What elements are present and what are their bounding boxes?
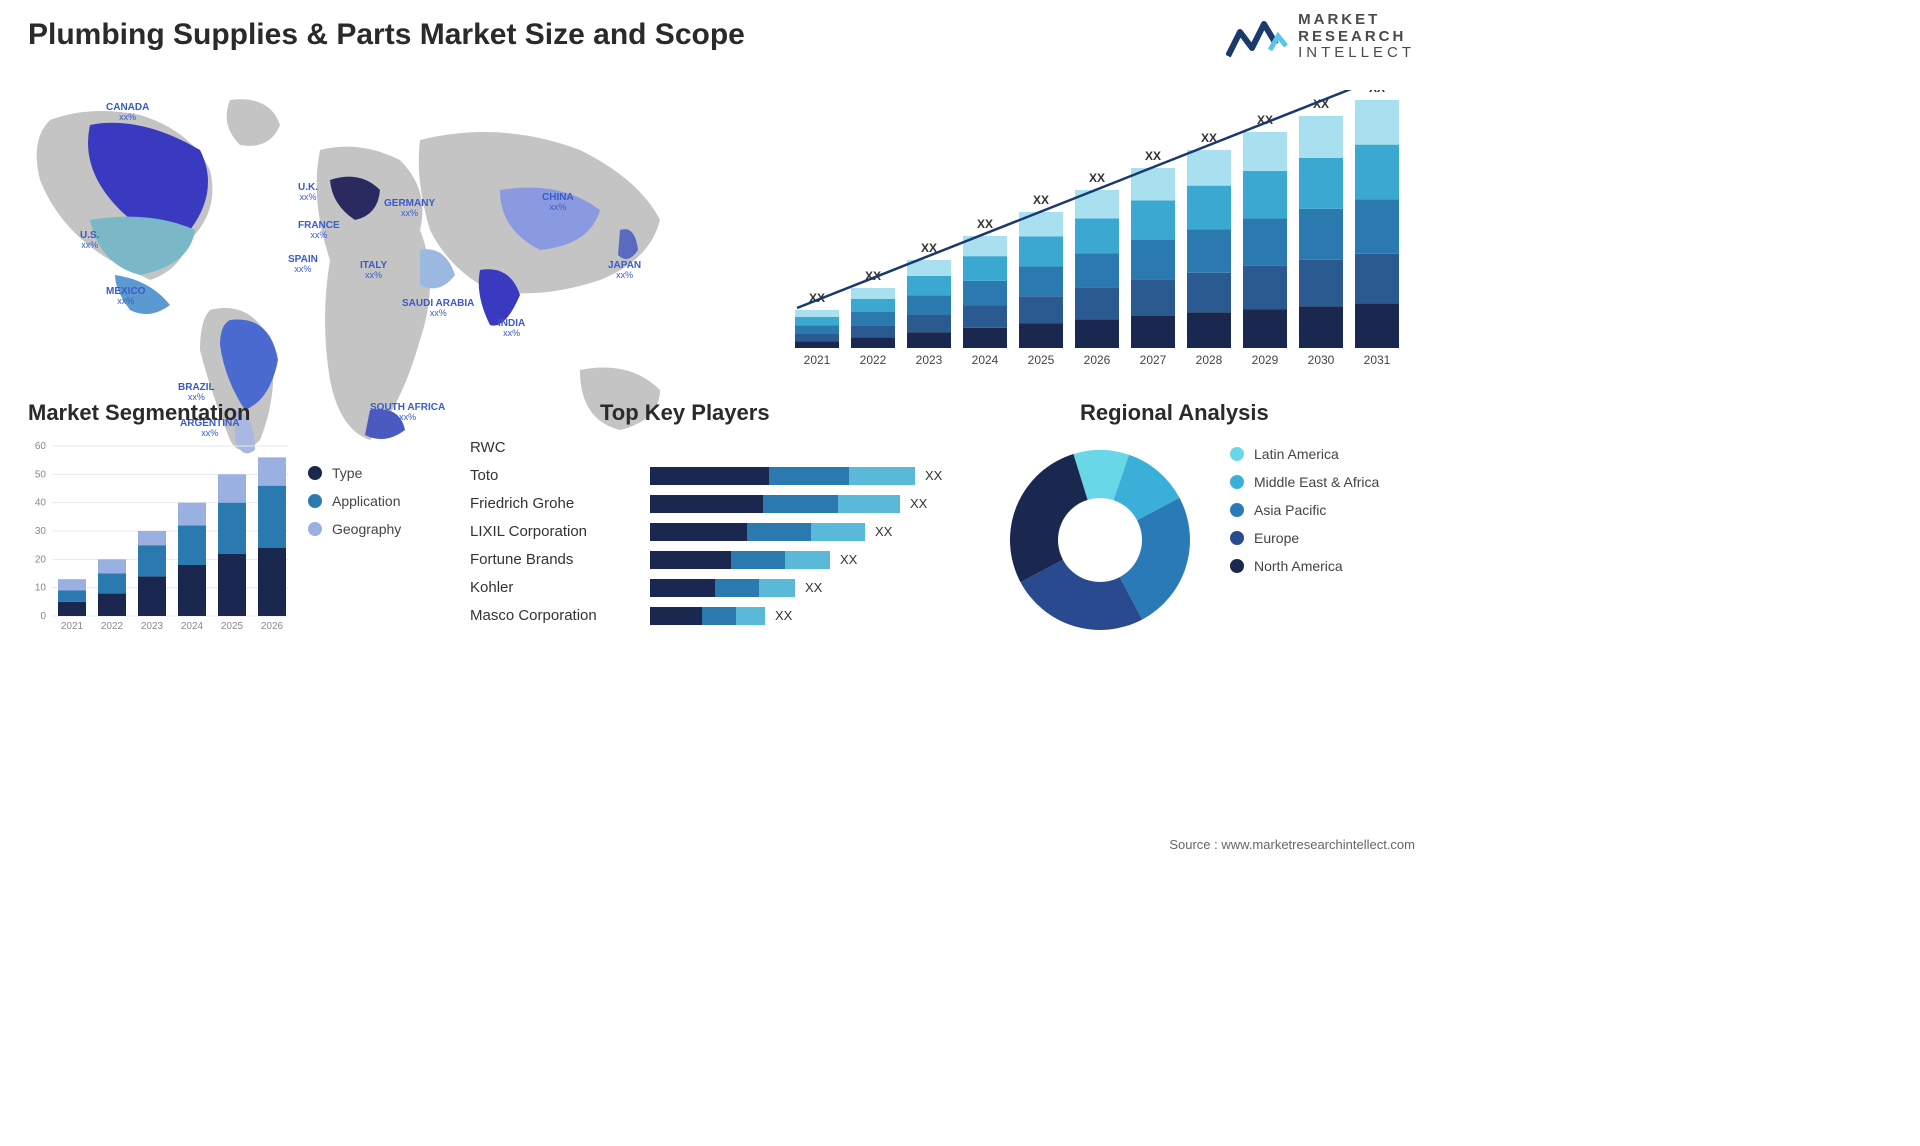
svg-text:30: 30 (35, 526, 47, 537)
legend-item: Middle East & Africa (1230, 474, 1379, 490)
players-panel: Top Key Players RWCTotoXXFriedrich Grohe… (470, 400, 980, 635)
growth-chart-panel: XX2021XX2022XX2023XX2024XX2025XX2026XX20… (785, 90, 1405, 370)
player-value: XX (925, 468, 942, 483)
svg-text:2025: 2025 (221, 621, 244, 632)
segmentation-title: Market Segmentation (28, 400, 251, 426)
players-title: Top Key Players (600, 400, 770, 426)
source-text: Source : www.marketresearchintellect.com (1169, 837, 1415, 852)
player-bar (650, 467, 915, 485)
map-label: JAPANxx% (608, 260, 641, 281)
player-value: XX (805, 580, 822, 595)
player-label: Friedrich Grohe (470, 495, 650, 512)
legend-item: North America (1230, 558, 1379, 574)
map-label: GERMANYxx% (384, 198, 435, 219)
map-label: INDIAxx% (498, 318, 525, 339)
segmentation-chart: 0 10 20 30 40 50 60 2021 2022 2023 2024 2025 2026 (28, 438, 288, 633)
svg-text:2026: 2026 (1084, 353, 1111, 367)
logo-line2: RESEARCH (1298, 29, 1415, 46)
svg-text:60: 60 (35, 441, 47, 452)
player-row: Fortune Brands XX (470, 546, 980, 573)
legend-item: Type (308, 465, 401, 481)
svg-text:2028: 2028 (1196, 353, 1223, 367)
player-row: LIXIL Corporation XX (470, 518, 980, 545)
svg-text:50: 50 (35, 469, 47, 480)
svg-text:2022: 2022 (860, 353, 887, 367)
svg-text:XX: XX (1089, 171, 1105, 185)
map-label: U.K.xx% (298, 182, 318, 203)
player-label: LIXIL Corporation (470, 523, 650, 540)
player-row: Toto XX (470, 462, 980, 489)
player-label: Masco Corporation (470, 607, 650, 624)
svg-text:XX: XX (977, 217, 993, 231)
logo-line1: MARKET (1298, 12, 1415, 29)
svg-text:2025: 2025 (1028, 353, 1055, 367)
logo-text: MARKET RESEARCH INTELLECT (1298, 12, 1415, 62)
player-label: Kohler (470, 579, 650, 596)
legend-item: Asia Pacific (1230, 502, 1379, 518)
legend-item: Geography (308, 521, 401, 537)
segmentation-panel: Market Segmentation 0 10 20 30 40 50 60 2021 202… (28, 400, 448, 635)
svg-text:2026: 2026 (261, 621, 284, 632)
brand-logo: MARKET RESEARCH INTELLECT (1226, 12, 1415, 62)
player-bar (650, 607, 765, 625)
player-row: Friedrich Grohe XX (470, 490, 980, 517)
map-label: CANADAxx% (106, 102, 149, 123)
svg-text:2021: 2021 (61, 621, 84, 632)
player-value: XX (875, 524, 892, 539)
svg-text:40: 40 (35, 498, 47, 509)
svg-text:XX: XX (1033, 193, 1049, 207)
growth-bar-chart: XX2021XX2022XX2023XX2024XX2025XX2026XX20… (785, 90, 1405, 370)
svg-text:2027: 2027 (1140, 353, 1167, 367)
svg-text:0: 0 (40, 611, 46, 622)
player-bar (650, 579, 795, 597)
svg-text:2021: 2021 (804, 353, 831, 367)
svg-text:2024: 2024 (972, 353, 999, 367)
svg-text:2031: 2031 (1364, 353, 1391, 367)
player-value: XX (910, 496, 927, 511)
players-list: RWCTotoXXFriedrich GroheXXLIXIL Corporat… (470, 434, 980, 630)
player-bar (650, 495, 900, 513)
map-label: SPAINxx% (288, 254, 318, 275)
player-bar (650, 523, 865, 541)
player-value: XX (840, 552, 857, 567)
regional-title: Regional Analysis (1080, 400, 1269, 426)
map-label: U.S.xx% (80, 230, 99, 251)
segmentation-legend: Type Application Geography (308, 465, 401, 549)
player-label: RWC (470, 439, 650, 456)
svg-text:10: 10 (35, 583, 47, 594)
player-label: Toto (470, 467, 650, 484)
regional-donut-chart (1000, 440, 1200, 640)
player-label: Fortune Brands (470, 551, 650, 568)
svg-text:20: 20 (35, 554, 47, 565)
player-row: Masco Corporation XX (470, 602, 980, 629)
regional-panel: Regional Analysis Latin America Middle Ea… (1000, 400, 1420, 635)
legend-item: Application (308, 493, 401, 509)
svg-text:2022: 2022 (101, 621, 124, 632)
player-bar (650, 551, 830, 569)
world-map-panel: CANADAxx%U.S.xx%MEXICOxx%BRAZILxx%ARGENT… (20, 80, 720, 380)
map-label: ITALYxx% (360, 260, 387, 281)
player-value: XX (775, 608, 792, 623)
svg-text:XX: XX (1145, 149, 1161, 163)
svg-text:2030: 2030 (1308, 353, 1335, 367)
svg-text:2023: 2023 (141, 621, 164, 632)
logo-line3: INTELLECT (1298, 45, 1415, 62)
map-label: FRANCExx% (298, 220, 340, 241)
logo-mark-icon (1226, 16, 1288, 58)
map-label: SAUDI ARABIAxx% (402, 298, 474, 319)
svg-text:XX: XX (1369, 90, 1385, 95)
map-label: CHINAxx% (542, 192, 574, 213)
legend-item: Latin America (1230, 446, 1379, 462)
svg-text:2023: 2023 (916, 353, 943, 367)
legend-item: Europe (1230, 530, 1379, 546)
map-label: MEXICOxx% (106, 286, 145, 307)
player-row: RWC (470, 434, 980, 461)
svg-text:2024: 2024 (181, 621, 204, 632)
regional-legend: Latin America Middle East & Africa Asia Pa… (1230, 446, 1379, 586)
svg-text:2029: 2029 (1252, 353, 1279, 367)
player-row: Kohler XX (470, 574, 980, 601)
page-title: Plumbing Supplies & Parts Market Size an… (28, 18, 745, 52)
